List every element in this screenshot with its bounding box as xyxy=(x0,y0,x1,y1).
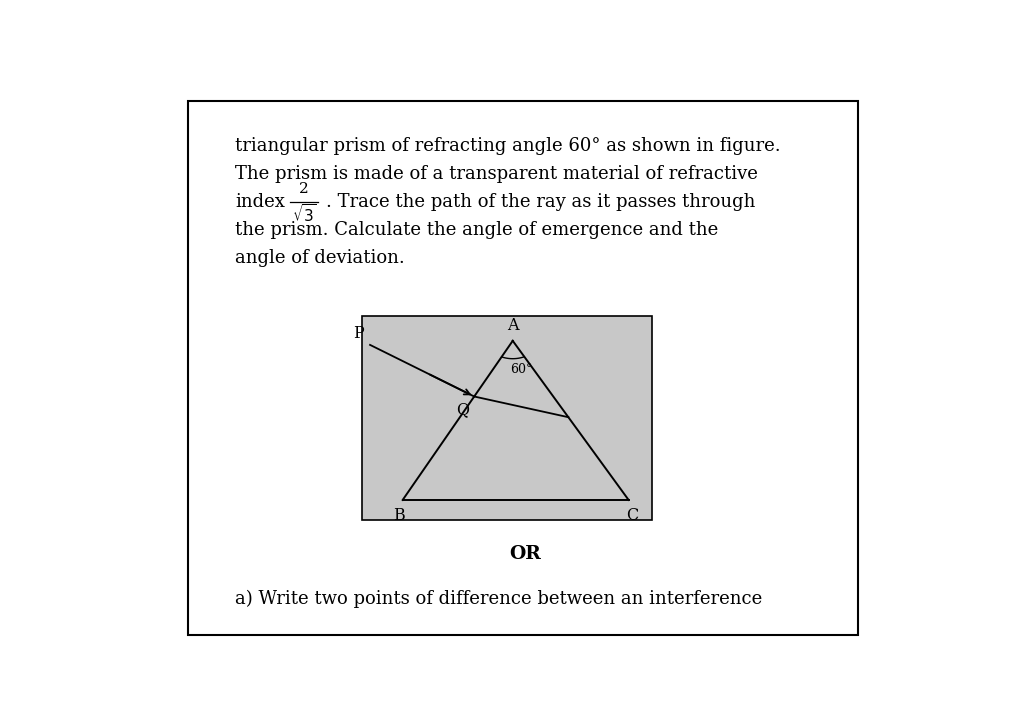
Text: C: C xyxy=(627,507,639,523)
Text: B: B xyxy=(393,507,404,523)
Text: 2: 2 xyxy=(299,182,309,197)
Bar xyxy=(362,317,651,521)
Text: The prism is made of a transparent material of refractive: The prism is made of a transparent mater… xyxy=(236,165,758,183)
Text: angle of deviation.: angle of deviation. xyxy=(236,248,404,266)
Text: $\sqrt{3}$: $\sqrt{3}$ xyxy=(292,203,316,225)
Text: . Trace the path of the ray as it passes through: . Trace the path of the ray as it passes… xyxy=(327,192,756,211)
Text: the prism. Calculate the angle of emergence and the: the prism. Calculate the angle of emerge… xyxy=(236,221,719,239)
Text: P: P xyxy=(353,325,364,342)
Bar xyxy=(187,101,858,635)
Text: A: A xyxy=(507,317,518,334)
Text: 60°: 60° xyxy=(510,364,532,376)
Text: a) Write two points of difference between an interference: a) Write two points of difference betwee… xyxy=(236,590,763,608)
Text: index: index xyxy=(236,192,285,211)
Text: triangular prism of refracting angle 60° as shown in figure.: triangular prism of refracting angle 60°… xyxy=(236,136,780,155)
Text: Q: Q xyxy=(456,401,469,418)
Text: OR: OR xyxy=(509,545,541,563)
